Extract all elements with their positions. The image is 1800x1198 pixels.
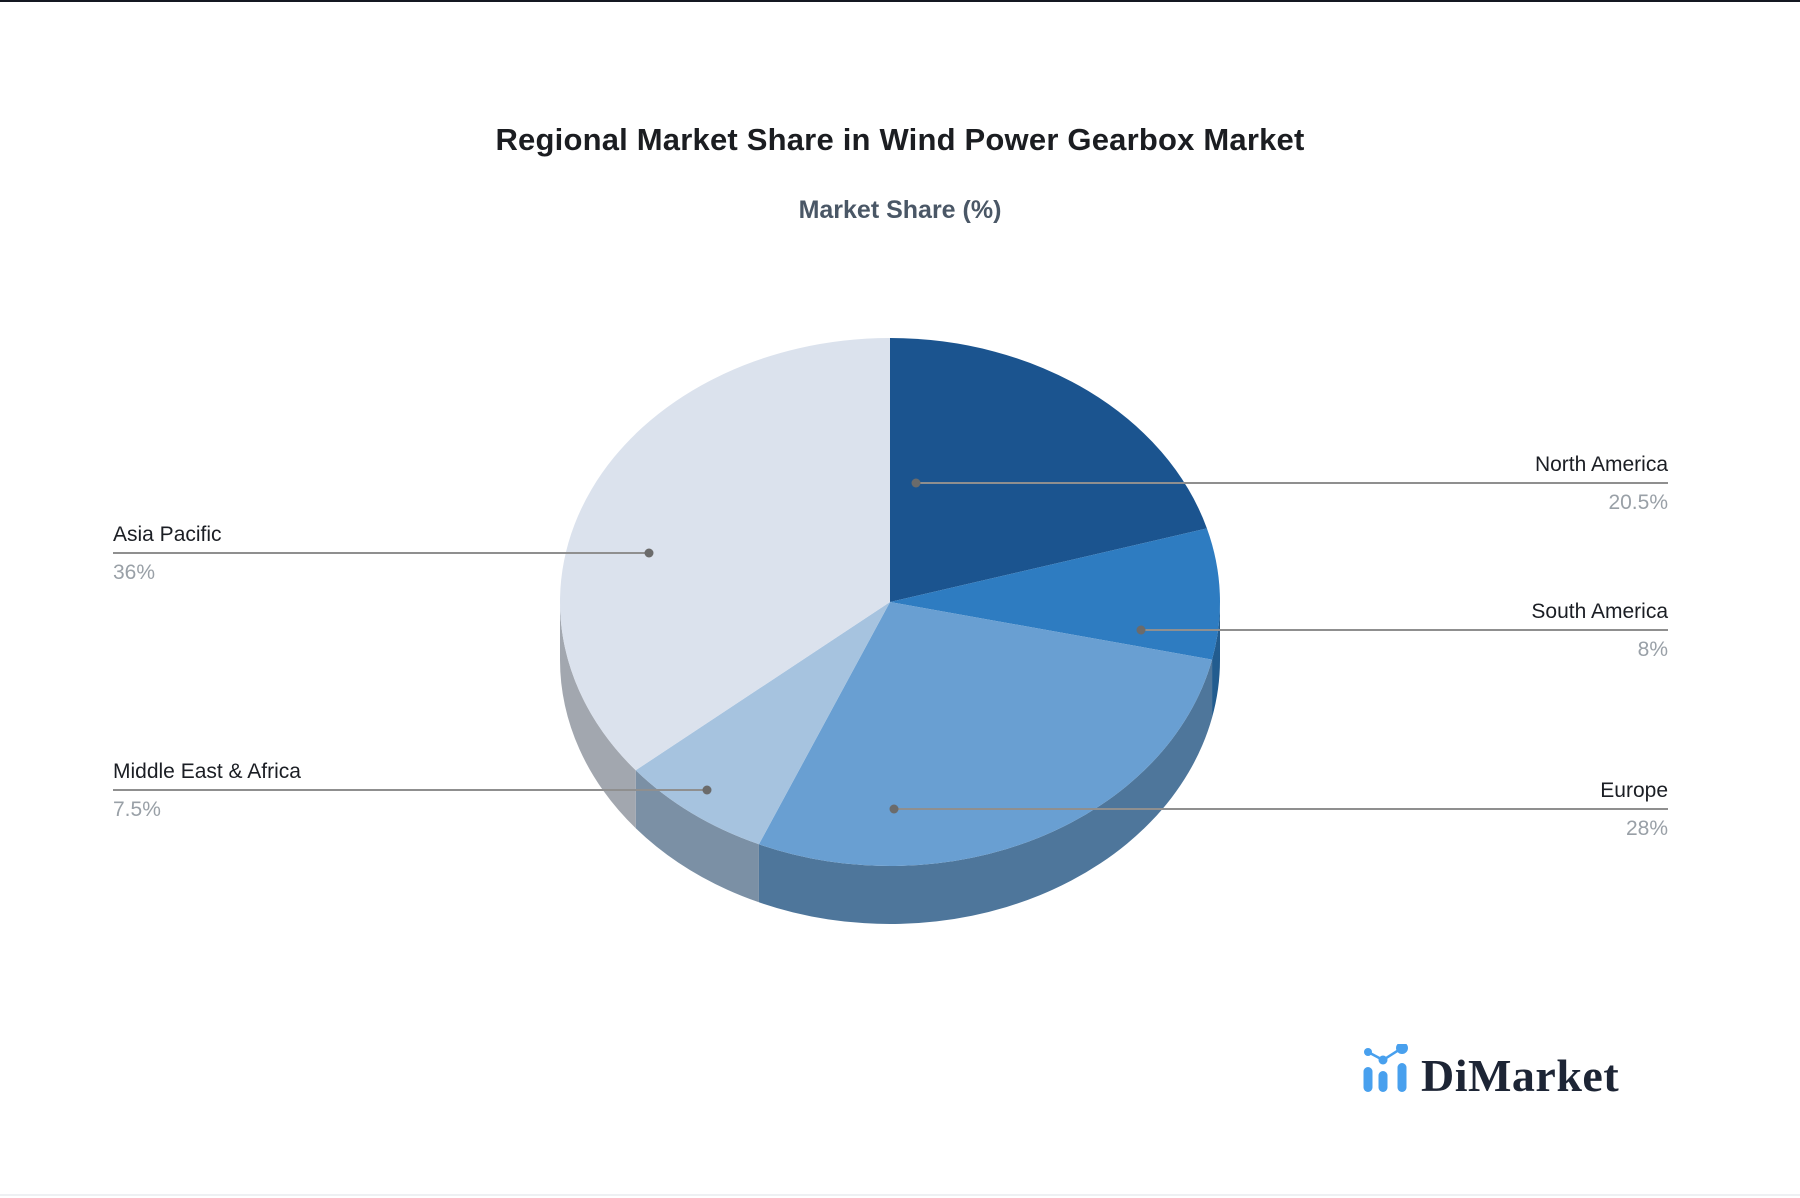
slice-label-south-america: South America: [1531, 600, 1668, 623]
pie-slice-side-europe: [758, 659, 1213, 924]
pie-slice-north-america[interactable]: [890, 338, 1207, 602]
slice-label-north-america: North America: [1534, 453, 1668, 476]
pie-slice-side-asia-pacific: [560, 602, 636, 829]
slice-label-europe: Europe: [1600, 779, 1668, 802]
pie-slice-europe[interactable]: [758, 602, 1213, 866]
slice-value-europe: 28%: [1625, 817, 1668, 840]
slice-value-asia-pacific: 36%: [113, 561, 156, 584]
dimarket-logo-icon: [1363, 1044, 1408, 1092]
leader-dot-middle-east-africa: [702, 785, 712, 795]
slice-value-south-america: 8%: [1637, 638, 1668, 661]
leader-dot-europe: [889, 804, 899, 814]
slice-value-middle-east-africa: 7.5%: [113, 798, 161, 821]
leader-dot-asia-pacific: [644, 548, 654, 558]
chart-title: Regional Market Share in Wind Power Gear…: [495, 122, 1305, 157]
pie-slice-side-middle-east-africa: [635, 770, 759, 903]
pie-slice-asia-pacific[interactable]: [559, 338, 890, 771]
pie-slice-side-south-america: [1212, 602, 1220, 718]
slice-label-middle-east-africa: Middle East & Africa: [113, 760, 301, 783]
pie-slice-south-america[interactable]: [890, 528, 1220, 660]
dimarket-logo: DiMarket: [1360, 1044, 1619, 1099]
leader-dot-north-america: [911, 478, 921, 488]
slice-value-north-america: 20.5%: [1608, 491, 1668, 514]
dimarket-logo-text: DiMarket: [1421, 1050, 1620, 1101]
chart-subtitle: Market Share (%): [798, 196, 1002, 224]
leader-dot-south-america: [1136, 625, 1146, 635]
pie-slice-middle-east-africa[interactable]: [635, 602, 890, 845]
slice-label-asia-pacific: Asia Pacific: [113, 523, 222, 546]
